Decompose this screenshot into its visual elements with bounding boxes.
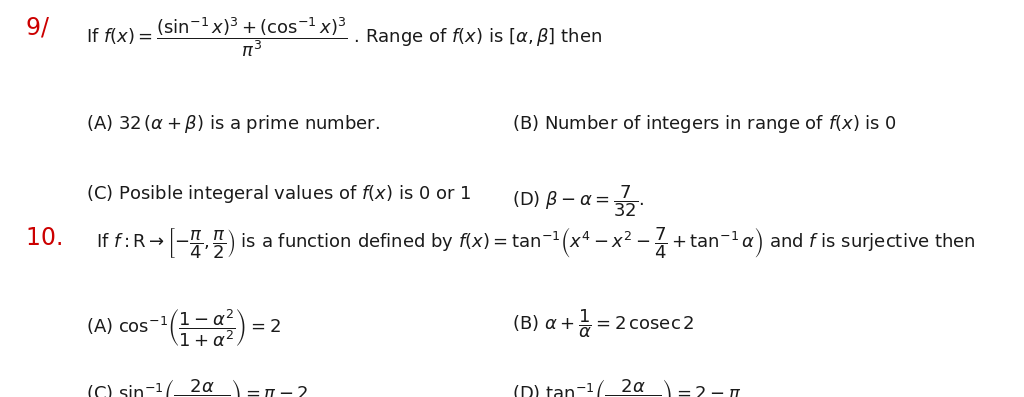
Text: (A) $\cos^{-1}\!\left(\dfrac{1-\alpha^2}{1+\alpha^2}\right) = 2$: (A) $\cos^{-1}\!\left(\dfrac{1-\alpha^2}… bbox=[85, 307, 281, 349]
Text: $\mathit{9/}$: $\mathit{9/}$ bbox=[26, 15, 50, 40]
Text: (B) Number of integers in range of $f(x)$ is 0: (B) Number of integers in range of $f(x)… bbox=[512, 113, 897, 135]
Text: (A) $32\,(\alpha + \beta)$ is a prime number.: (A) $32\,(\alpha + \beta)$ is a prime nu… bbox=[85, 113, 380, 135]
Text: If $f(x) = \dfrac{(\sin^{-1}x)^3+(\cos^{-1}x)^3}{\pi^3}$ . Range of $f(x)$ is $[: If $f(x) = \dfrac{(\sin^{-1}x)^3+(\cos^{… bbox=[85, 15, 601, 60]
Text: (D) $\tan^{-1}\!\left(\dfrac{2\alpha}{\alpha^2-1}\right) = 2 - \pi$: (D) $\tan^{-1}\!\left(\dfrac{2\alpha}{\a… bbox=[512, 378, 741, 397]
Text: (C) $\sin^{-1}\!\left(\dfrac{2\alpha}{\alpha^2+1}\right) = \pi - 2$: (C) $\sin^{-1}\!\left(\dfrac{2\alpha}{\a… bbox=[85, 378, 308, 397]
Text: (D) $\beta - \alpha = \dfrac{7}{32}$.: (D) $\beta - \alpha = \dfrac{7}{32}$. bbox=[512, 183, 644, 219]
Text: $\mathit{10.}$: $\mathit{10.}$ bbox=[26, 226, 62, 250]
Text: If $f: \mathrm{R} \rightarrow \left[-\dfrac{\pi}{4}, \dfrac{\pi}{2}\right)$ is a: If $f: \mathrm{R} \rightarrow \left[-\df… bbox=[95, 226, 976, 261]
Text: (B) $\alpha + \dfrac{1}{\alpha} = 2\,\mathrm{cosec}\,2$: (B) $\alpha + \dfrac{1}{\alpha} = 2\,\ma… bbox=[512, 307, 694, 340]
Text: (C) Posible integeral values of $f(x)$ is 0 or 1: (C) Posible integeral values of $f(x)$ i… bbox=[85, 183, 471, 205]
